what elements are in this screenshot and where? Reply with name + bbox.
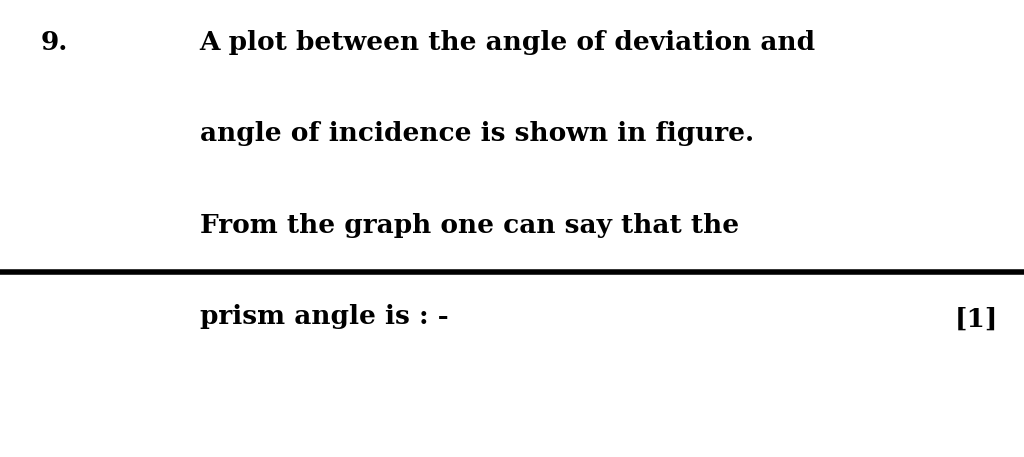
Text: prism angle is : -: prism angle is : - [200,304,449,329]
Text: angle of incidence is shown in figure.: angle of incidence is shown in figure. [200,121,754,146]
Text: 9.: 9. [41,30,69,55]
Text: A plot between the angle of deviation and: A plot between the angle of deviation an… [200,30,816,55]
Text: From the graph one can say that the: From the graph one can say that the [200,213,738,238]
Text: [1]: [1] [955,306,998,331]
